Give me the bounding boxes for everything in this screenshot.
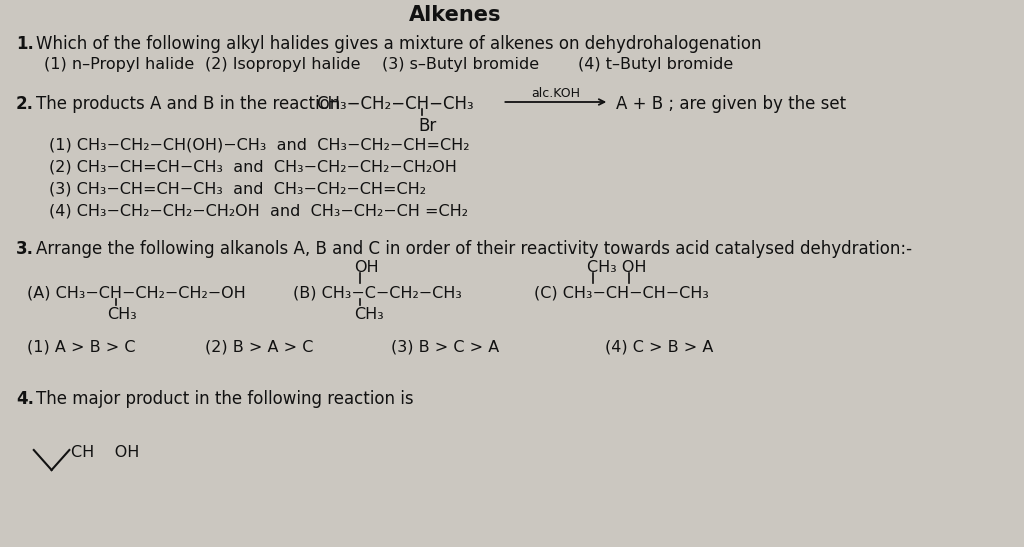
Text: (1) n–Propyl halide: (1) n–Propyl halide xyxy=(44,57,195,72)
Text: Which of the following alkyl halides gives a mixture of alkenes on dehydrohaloge: Which of the following alkyl halides giv… xyxy=(36,35,761,53)
Text: 1.: 1. xyxy=(16,35,34,53)
Text: 3.: 3. xyxy=(16,240,34,258)
Text: OH: OH xyxy=(354,260,379,275)
Text: 4.: 4. xyxy=(16,390,34,408)
Text: The products A and B in the reaction: The products A and B in the reaction xyxy=(36,95,340,113)
Text: (4) CH₃−CH₂−CH₂−CH₂OH  and  CH₃−CH₂−CH =CH₂: (4) CH₃−CH₂−CH₂−CH₂OH and CH₃−CH₂−CH =CH… xyxy=(49,204,468,219)
Text: (1) A > B > C: (1) A > B > C xyxy=(27,340,135,355)
Text: (3) B > C > A: (3) B > C > A xyxy=(391,340,500,355)
Text: (A) CH₃−CH−CH₂−CH₂−OH: (A) CH₃−CH−CH₂−CH₂−OH xyxy=(27,285,246,300)
Text: CH₃: CH₃ xyxy=(106,307,136,322)
Text: (B) CH₃−C−CH₂−CH₃: (B) CH₃−C−CH₂−CH₃ xyxy=(294,285,462,300)
Text: (4) C > B > A: (4) C > B > A xyxy=(605,340,713,355)
Text: alc.KOH: alc.KOH xyxy=(531,87,581,100)
Text: (4) t–Butyl bromide: (4) t–Butyl bromide xyxy=(578,57,733,72)
Text: CH₃ OH: CH₃ OH xyxy=(587,260,646,275)
Text: CH₃−CH₂−CH−CH₃: CH₃−CH₂−CH−CH₃ xyxy=(315,95,473,113)
Text: CH    OH: CH OH xyxy=(71,445,139,460)
Text: Alkenes: Alkenes xyxy=(409,5,502,25)
Text: (2) CH₃−CH=CH−CH₃  and  CH₃−CH₂−CH₂−CH₂OH: (2) CH₃−CH=CH−CH₃ and CH₃−CH₂−CH₂−CH₂OH xyxy=(49,160,457,175)
Text: The major product in the following reaction is: The major product in the following react… xyxy=(36,390,414,408)
Text: 2.: 2. xyxy=(16,95,34,113)
Text: (C) CH₃−CH−CH−CH₃: (C) CH₃−CH−CH−CH₃ xyxy=(534,285,709,300)
Text: (3) CH₃−CH=CH−CH₃  and  CH₃−CH₂−CH=CH₂: (3) CH₃−CH=CH−CH₃ and CH₃−CH₂−CH=CH₂ xyxy=(49,182,426,197)
Text: (2) Isopropyl halide: (2) Isopropyl halide xyxy=(205,57,360,72)
Text: (1) CH₃−CH₂−CH(OH)−CH₃  and  CH₃−CH₂−CH=CH₂: (1) CH₃−CH₂−CH(OH)−CH₃ and CH₃−CH₂−CH=CH… xyxy=(49,138,469,153)
Text: A + B ; are given by the set: A + B ; are given by the set xyxy=(616,95,847,113)
Text: Arrange the following alkanols A, B and C in order of their reactivity towards a: Arrange the following alkanols A, B and … xyxy=(36,240,911,258)
Text: Br: Br xyxy=(418,117,436,135)
Text: CH₃: CH₃ xyxy=(354,307,384,322)
Text: (3) s–Butyl bromide: (3) s–Butyl bromide xyxy=(382,57,540,72)
Text: (2) B > A > C: (2) B > A > C xyxy=(205,340,313,355)
